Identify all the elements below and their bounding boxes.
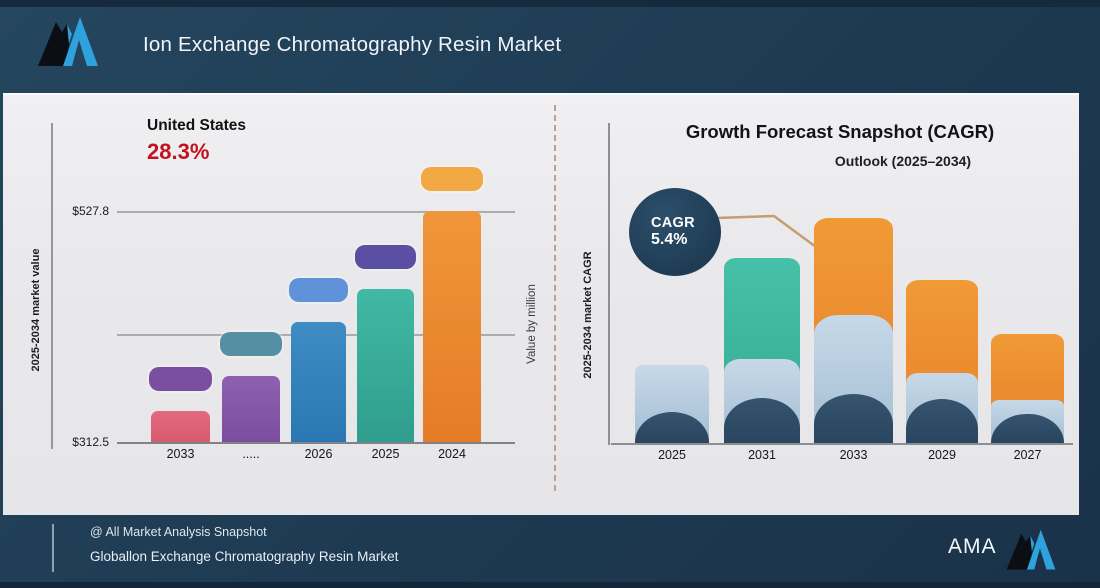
segment-2033-navy — [814, 394, 893, 443]
xlabel-.....: ..... — [242, 447, 260, 461]
footer-brand-text: AMA — [948, 535, 997, 558]
left-chart-highlight-value: 28.3% — [147, 139, 210, 164]
content-panel: 2025-2034 market value United States 28.… — [3, 93, 1079, 515]
ytick-top: $527.8 — [72, 204, 109, 218]
left-y-axis — [51, 123, 53, 449]
cagr-badge: CAGR 5.4% — [629, 188, 721, 276]
right-chart-title: Growth Forecast Snapshot (CAGR) — [685, 121, 995, 142]
ama-footer-logo-icon — [1005, 527, 1057, 578]
bar-cap-2024 — [421, 167, 483, 191]
right-y-axis — [608, 123, 610, 445]
panel-divider — [554, 105, 556, 491]
bar-..... — [222, 376, 280, 442]
left-chart-title: United States — [147, 117, 247, 134]
bottom-edge — [0, 582, 1100, 588]
bar-cap-2025 — [355, 245, 416, 269]
gridline-top — [117, 211, 515, 213]
xlabel-2027: 2027 — [1013, 448, 1042, 462]
footer-separator — [52, 524, 54, 572]
xlabel-2029: 2029 — [928, 448, 956, 462]
segment-2031-navy — [724, 398, 800, 443]
xlabel-2026: 2026 — [304, 447, 333, 461]
xlabel-2024: 2024 — [438, 447, 466, 461]
xlabel-2031: 2031 — [748, 448, 776, 462]
ama-logo-icon — [36, 13, 100, 76]
page-title: Ion Exchange Chromatography Resin Market — [143, 33, 562, 56]
left-y-axis-label: 2025-2034 market value — [30, 248, 42, 372]
bar-cap-2026 — [289, 278, 348, 302]
cagr-badge-label: CAGR — [651, 215, 695, 231]
right-y-axis-label: 2025-2034 market CAGR — [582, 251, 594, 379]
bar-2024 — [423, 211, 481, 442]
cagr-badge-value: 5.4% — [651, 231, 688, 248]
footer-snapshot-text: @ All Market Analysis Snapshot — [90, 525, 267, 539]
right-x-axis — [611, 443, 1073, 445]
xlabel-2033: 2033 — [166, 447, 195, 461]
xlabel-2033: 2033 — [839, 448, 868, 462]
xlabel-2025: 2025 — [371, 447, 400, 461]
bar-2026 — [291, 322, 346, 442]
segment-2029-navy — [906, 399, 978, 443]
right-chart-subtitle: Outlook (2025–2034) — [834, 153, 972, 169]
header: Ion Exchange Chromatography Resin Market — [0, 7, 1100, 93]
footer: @ All Market Analysis Snapshot Globallon… — [0, 513, 1100, 588]
top-edge — [0, 0, 1100, 7]
ytick-bottom: $312.5 — [72, 435, 109, 449]
bar-2025 — [357, 289, 414, 442]
xlabel-2025: 2025 — [658, 448, 686, 462]
left-x-axis — [117, 442, 515, 444]
value-by-million-label: Value by million — [526, 284, 538, 364]
bar-2033 — [151, 411, 210, 442]
bar-cap-..... — [220, 332, 282, 356]
bar-cap-2033 — [149, 367, 212, 391]
footer-market-text: Globallon Exchange Chromatography Resin … — [90, 549, 399, 564]
